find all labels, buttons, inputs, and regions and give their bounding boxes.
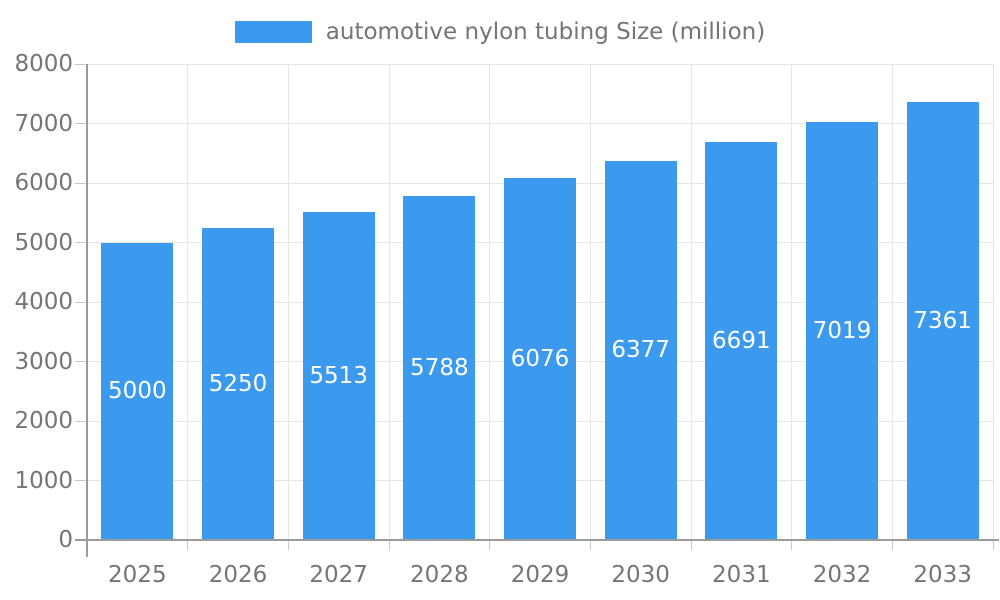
bar[interactable] — [202, 227, 274, 539]
bar-value-label: 7019 — [812, 318, 872, 345]
x-tick-mark — [388, 541, 390, 550]
x-tick-label: 2030 — [611, 562, 670, 588]
y-tick-mark — [75, 63, 87, 65]
bar[interactable] — [806, 122, 878, 539]
x-gridline — [187, 64, 189, 540]
x-tick-label: 2026 — [208, 562, 268, 588]
bar[interactable] — [604, 160, 677, 539]
bar[interactable] — [403, 195, 476, 539]
y-tick-mark — [75, 301, 87, 303]
x-tick-mark — [992, 541, 994, 550]
x-tick-mark — [891, 541, 893, 550]
x-gridline — [388, 64, 390, 540]
legend-label: automotive nylon tubing Size (million) — [325, 19, 766, 45]
bar-value-label: 5513 — [309, 362, 368, 389]
bar-value-label: 6076 — [510, 346, 570, 373]
legend-swatch — [234, 21, 312, 43]
x-tick-mark — [187, 541, 189, 550]
y-tick-label: 4000 — [14, 289, 73, 315]
bar-value-label: 5000 — [108, 378, 167, 405]
x-tick-mark — [287, 541, 289, 550]
y-tick-label: 5000 — [14, 229, 73, 256]
x-tick-label: 2029 — [510, 562, 570, 588]
x-gridline — [791, 64, 793, 540]
x-tick-mark — [489, 541, 491, 550]
bar[interactable] — [101, 242, 174, 539]
x-tick-mark — [791, 541, 793, 550]
bar-value-label: 7361 — [913, 308, 972, 334]
y-tick-label: 1000 — [14, 467, 73, 494]
bar[interactable] — [906, 102, 979, 539]
y-tick-mark — [75, 242, 87, 243]
x-gridline — [992, 64, 994, 540]
y-tick-mark — [75, 420, 87, 422]
y-tick-mark — [75, 480, 87, 481]
bar-value-label: 5250 — [208, 370, 268, 397]
x-gridline — [690, 64, 692, 540]
y-tick-label: 2000 — [14, 408, 73, 434]
bar[interactable] — [302, 211, 375, 539]
x-gridline — [589, 64, 591, 540]
y-tick-label: 0 — [58, 527, 73, 553]
y-tick-mark — [75, 182, 87, 184]
x-gridline — [489, 64, 491, 540]
x-tick-mark — [589, 541, 591, 550]
bar[interactable] — [705, 141, 778, 539]
x-tick-label: 2027 — [309, 562, 368, 588]
bar[interactable] — [504, 178, 576, 539]
y-tick-mark — [75, 361, 87, 362]
y-tick-label: 3000 — [14, 348, 73, 375]
bar-value-label: 6377 — [611, 337, 670, 364]
bar-value-label: 6691 — [712, 327, 771, 354]
x-gridline — [287, 64, 289, 540]
y-tick-label: 6000 — [14, 170, 73, 196]
x-tick-label: 2031 — [712, 562, 771, 588]
y-tick-label: 8000 — [14, 51, 73, 77]
y-tick-mark — [75, 123, 87, 124]
x-tick-label: 2033 — [913, 562, 972, 588]
y-gridline — [87, 63, 993, 65]
x-tick-label: 2028 — [410, 562, 469, 588]
x-gridline — [891, 64, 893, 540]
x-tick-label: 2032 — [812, 562, 872, 588]
x-tick-mark — [690, 541, 692, 550]
bar-value-label: 5788 — [410, 354, 469, 381]
legend-item[interactable]: automotive nylon tubing Size (million) — [0, 18, 1000, 46]
y-axis-line — [86, 64, 88, 557]
y-gridline — [87, 123, 993, 124]
y-tick-label: 7000 — [14, 110, 73, 137]
x-tick-label: 2025 — [108, 562, 167, 588]
x-axis-baseline — [75, 539, 999, 541]
